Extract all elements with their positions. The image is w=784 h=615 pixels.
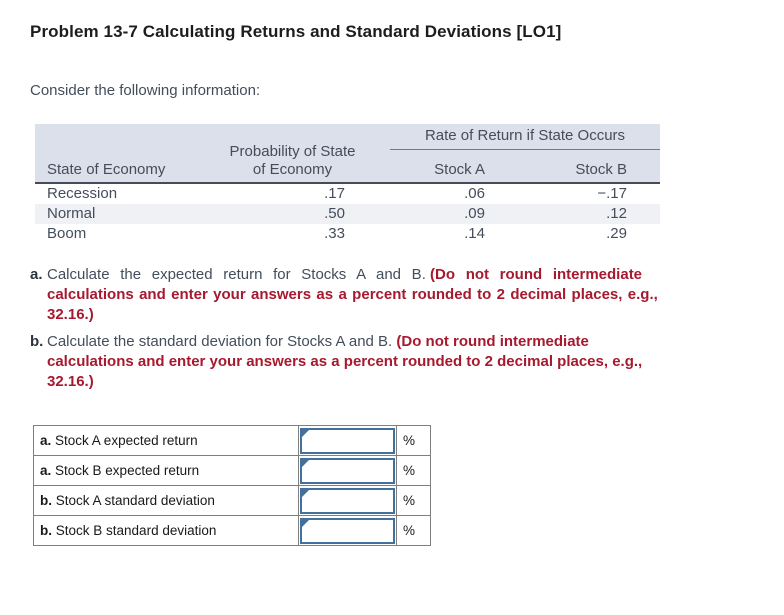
requirement-b-instruction-line3: 32.16.) bbox=[47, 373, 94, 390]
cell-state: Boom bbox=[47, 225, 87, 242]
intro-text: Consider the following information: bbox=[30, 82, 261, 99]
answer-label: a. Stock B expected return bbox=[33, 455, 299, 486]
col-header-probability: Probability of State of Economy bbox=[200, 143, 385, 182]
table-row-boom: Boom .33 .14 .29 bbox=[35, 224, 660, 244]
cell-stock-a: .09 bbox=[464, 205, 485, 222]
col-header-stock-b: Stock B bbox=[575, 161, 627, 178]
answer-label: b. Stock A standard deviation bbox=[33, 485, 299, 516]
answer-row-stock-b-expected-return: a. Stock B expected return % bbox=[33, 455, 431, 486]
answer-label-text: Stock B standard deviation bbox=[55, 523, 217, 538]
answer-label: a. Stock A expected return bbox=[33, 425, 299, 456]
stock-a-expected-return-input[interactable] bbox=[300, 427, 395, 454]
unit-cell: % bbox=[396, 515, 431, 546]
cell-state: Recession bbox=[47, 185, 118, 202]
answer-input-cell bbox=[298, 425, 397, 456]
requirement-b-letter: b. bbox=[30, 333, 44, 350]
cell-probability: .33 bbox=[324, 225, 345, 242]
table-header: Rate of Return if State Occurs State of … bbox=[35, 124, 660, 184]
answer-label-prefix: b. bbox=[40, 523, 52, 538]
requirements: a. Calculate the expected return for Sto… bbox=[30, 265, 771, 392]
probability-header-line2: of Economy bbox=[252, 161, 333, 178]
cell-stock-a: .06 bbox=[464, 185, 485, 202]
answer-label-text: Stock B expected return bbox=[55, 463, 200, 478]
cell-probability: .50 bbox=[324, 205, 345, 222]
answer-input-wrap bbox=[300, 427, 395, 454]
requirement-a-text: Calculate the expected return for Stocks… bbox=[47, 266, 426, 283]
unit-cell: % bbox=[396, 425, 431, 456]
table-row-normal: Normal .50 .09 .12 bbox=[35, 204, 660, 224]
answer-table: a. Stock A expected return % a. Stock B … bbox=[33, 425, 431, 546]
unit-cell: % bbox=[396, 485, 431, 516]
requirement-a-instruction-line1: (Do not round intermediate bbox=[430, 266, 643, 283]
cell-stock-b: .29 bbox=[606, 225, 627, 242]
answer-input-cell bbox=[298, 515, 397, 546]
cell-state: Normal bbox=[47, 205, 96, 222]
answer-label-text: Stock A standard deviation bbox=[55, 493, 215, 508]
answer-row-stock-a-standard-deviation: b. Stock A standard deviation % bbox=[33, 485, 431, 516]
table-row-recession: Recession .17 .06 −.17 bbox=[35, 184, 660, 204]
cell-stock-b: −.17 bbox=[597, 185, 627, 202]
cell-probability: .17 bbox=[324, 185, 345, 202]
stock-b-standard-deviation-input[interactable] bbox=[300, 517, 395, 544]
requirement-a-instruction-line3: 32.16.) bbox=[47, 306, 94, 323]
col-header-stock-a: Stock A bbox=[434, 161, 485, 178]
spanner-label: Rate of Return if State Occurs bbox=[424, 127, 626, 144]
answer-label-text: Stock A expected return bbox=[55, 433, 198, 448]
answer-label-prefix: a. bbox=[40, 433, 52, 448]
answer-input-wrap bbox=[300, 517, 395, 544]
page-title: Problem 13-7 Calculating Returns and Sta… bbox=[30, 22, 562, 41]
cell-stock-a: .14 bbox=[464, 225, 485, 242]
spanner-heading: Rate of Return if State Occurs bbox=[390, 124, 660, 150]
stock-a-standard-deviation-input[interactable] bbox=[300, 487, 395, 514]
requirement-a: a. Calculate the expected return for Sto… bbox=[30, 265, 771, 325]
answer-label-prefix: b. bbox=[40, 493, 52, 508]
answer-input-cell bbox=[298, 485, 397, 516]
requirement-a-letter: a. bbox=[30, 266, 43, 283]
requirement-b-instruction-line2: calculations and enter your answers as a… bbox=[47, 353, 643, 370]
answer-row-stock-b-standard-deviation: b. Stock B standard deviation % bbox=[33, 515, 431, 546]
answer-row-stock-a-expected-return: a. Stock A expected return % bbox=[33, 425, 431, 456]
answer-input-wrap bbox=[300, 457, 395, 484]
probability-header-line1: Probability of State bbox=[229, 143, 356, 160]
unit-cell: % bbox=[396, 455, 431, 486]
cell-stock-b: .12 bbox=[606, 205, 627, 222]
problem-page: Problem 13-7 Calculating Returns and Sta… bbox=[30, 22, 771, 546]
answer-label: b. Stock B standard deviation bbox=[33, 515, 299, 546]
requirement-b-instruction-line1: (Do not round intermediate bbox=[396, 333, 589, 350]
requirement-b: b. Calculate the standard deviation for … bbox=[30, 332, 771, 392]
stock-b-expected-return-input[interactable] bbox=[300, 457, 395, 484]
answer-input-wrap bbox=[300, 487, 395, 514]
state-probability-table: Rate of Return if State Occurs State of … bbox=[35, 124, 660, 244]
requirement-a-instruction-line2: calculations and enter your answers as a… bbox=[47, 286, 658, 303]
requirement-b-text: Calculate the standard deviation for Sto… bbox=[47, 333, 393, 350]
col-header-state-of-economy: State of Economy bbox=[47, 161, 166, 178]
answer-input-cell bbox=[298, 455, 397, 486]
answer-label-prefix: a. bbox=[40, 463, 52, 478]
